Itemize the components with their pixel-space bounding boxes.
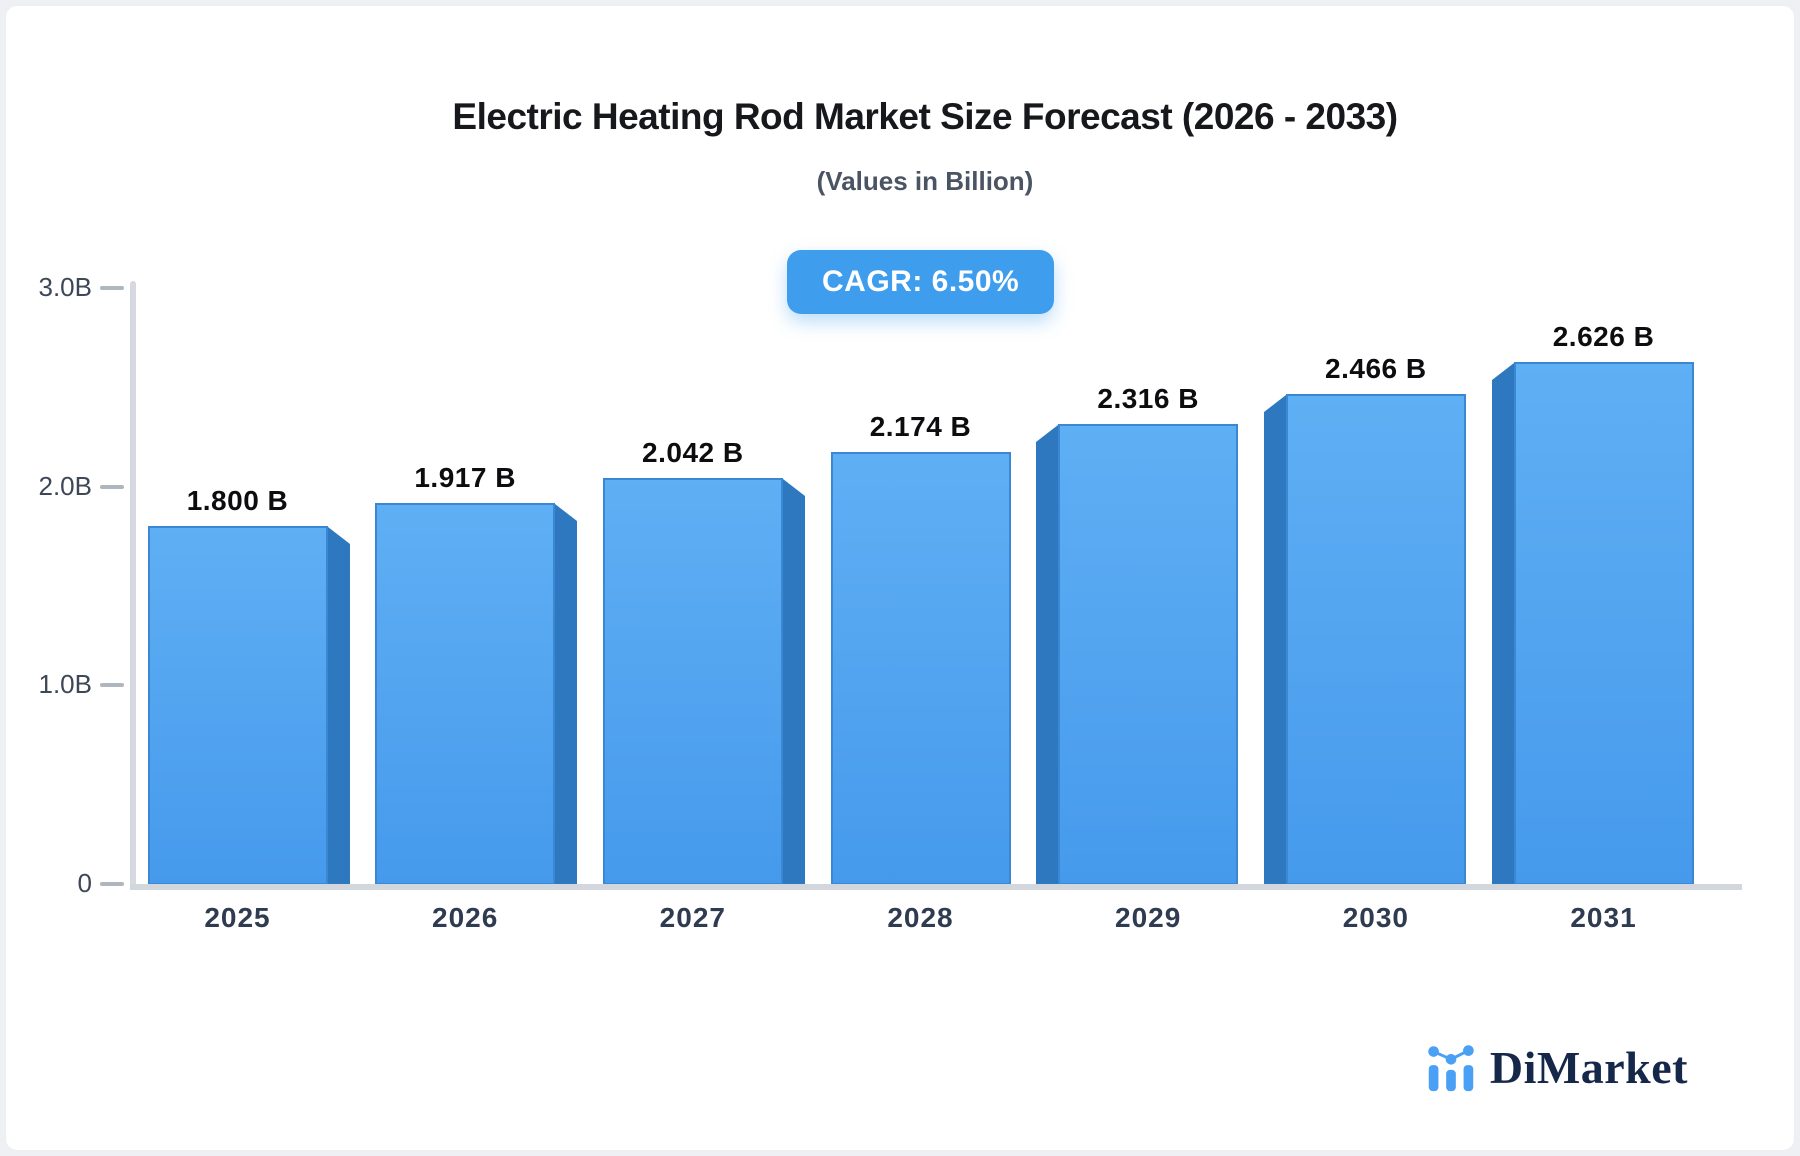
y-axis-tick-mark [100, 286, 124, 290]
bar-front-face [147, 526, 328, 884]
y-axis-tick-label-1.0B: 1.0B [38, 669, 93, 700]
bar-2026 [375, 503, 578, 884]
bar-2028 [830, 452, 1011, 884]
bar-2030 [1263, 394, 1466, 884]
bar-value-label-2028: 2.174 B [869, 411, 972, 442]
bar-2025 [147, 526, 350, 884]
bar-chart-logo-icon [1428, 1045, 1474, 1092]
y-axis-tick-mark [100, 683, 124, 688]
x-axis-label-2031: 2031 [1570, 902, 1637, 933]
bar-value-label-2030: 2.466 B [1325, 353, 1427, 384]
bar-value-label-2029: 2.316 B [1097, 383, 1199, 414]
y-axis-line [130, 281, 136, 890]
bar-value-label-2026: 1.917 B [414, 462, 516, 493]
bar-value-label-2031: 2.626 B [1552, 321, 1655, 352]
bar-value-label-2027: 2.042 B [642, 437, 744, 468]
y-axis-tick-label-2.0B: 2.0B [38, 470, 93, 501]
x-axis-label-2027: 2027 [659, 902, 726, 933]
cagr-badge: CAGR: 6.50% [787, 250, 1055, 314]
bar-front-face [1285, 394, 1466, 884]
x-axis-label-2030: 2030 [1342, 902, 1409, 933]
x-axis-label-2025: 2025 [204, 902, 271, 933]
bar-side-face [782, 479, 805, 884]
bar-front-face [830, 452, 1011, 884]
bar-side-face [327, 527, 350, 884]
bar-front-face [1058, 424, 1239, 884]
x-axis-label-2026: 2026 [432, 902, 499, 933]
x-axis-label-2028: 2028 [887, 902, 954, 933]
bar-side-face [555, 504, 578, 884]
bar-front-face [1513, 362, 1694, 884]
brand-logo-text: DiMarket [1489, 1041, 1688, 1093]
chart-subtitle: (Values in Billion) [816, 166, 1034, 196]
brand-logo: DiMarket [1422, 1038, 1688, 1096]
bar-2031 [1491, 362, 1694, 884]
bar-value-label-2025: 1.800 B [186, 485, 289, 516]
y-axis-tick-label-0: 0 [77, 868, 92, 898]
y-axis-tick-label-3.0B: 3.0B [38, 272, 93, 302]
bar-side-face [1491, 363, 1514, 884]
bar-side-face [1036, 425, 1059, 884]
chart-title: Electric Heating Rod Market Size Forecas… [452, 96, 1398, 137]
bar-2027 [602, 478, 805, 884]
x-axis-label-2029: 2029 [1115, 902, 1182, 933]
bar-front-face [602, 478, 783, 884]
y-axis-tick-mark [100, 882, 124, 886]
bar-2029 [1036, 424, 1239, 884]
bar-front-face [375, 503, 556, 884]
x-axis-line [130, 884, 1742, 890]
y-axis-tick-mark [100, 484, 124, 489]
bar-side-face [1263, 395, 1286, 884]
